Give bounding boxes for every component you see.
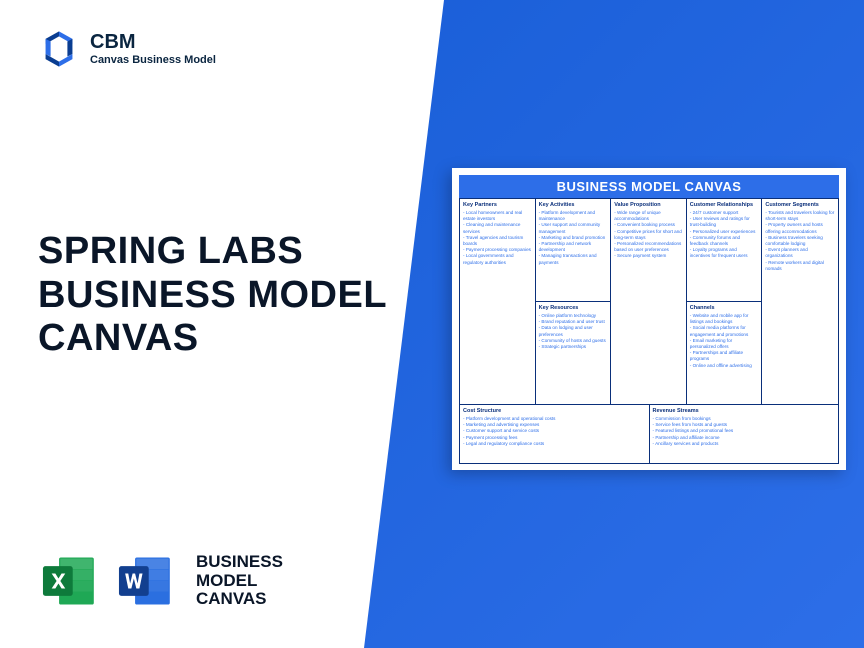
body-value-proposition: Wide range of unique accommodationsConve… <box>614 210 683 260</box>
label-cost-structure: Cost Structure <box>463 408 646 414</box>
cbm-logo-icon <box>38 28 80 70</box>
cell-channels: Channels Website and mobile app for list… <box>687 302 762 404</box>
body-customer-relationships: 24/7 customer supportUser reviews and ra… <box>690 210 759 260</box>
label-key-resources: Key Resources <box>539 305 608 311</box>
body-cost-structure: Platform development and operational cos… <box>463 416 646 447</box>
body-key-activities: Platform development and maintenanceUser… <box>539 210 608 266</box>
cell-customer-relationships: Customer Relationships 24/7 customer sup… <box>687 199 762 302</box>
label-key-partners: Key Partners <box>463 202 532 208</box>
word-icon <box>114 550 176 612</box>
title-line-2: BUSINESS MODEL <box>38 274 387 316</box>
cell-value-proposition: Value Proposition Wide range of unique a… <box>611 199 686 404</box>
cell-customer-segments: Customer Segments Tourists and travelers… <box>762 199 838 404</box>
label-customer-relationships: Customer Relationships <box>690 202 759 208</box>
brand-text: CBM Canvas Business Model <box>90 32 216 66</box>
footer-label: BUSINESS MODEL CANVAS <box>196 553 283 609</box>
cell-revenue-streams: Revenue Streams Commission from bookings… <box>650 405 839 463</box>
bmc-grid: Key Partners Local homeowners and real e… <box>459 198 839 464</box>
excel-icon <box>38 550 100 612</box>
body-customer-segments: Tourists and travelers looking for short… <box>765 210 835 272</box>
col-value-proposition: Value Proposition Wide range of unique a… <box>611 199 687 404</box>
cell-cost-structure: Cost Structure Platform development and … <box>460 405 650 463</box>
bmc-bottom-row: Cost Structure Platform development and … <box>460 405 838 463</box>
cell-key-resources: Key Resources Online platform technology… <box>536 302 611 404</box>
brand-name: Canvas Business Model <box>90 54 216 66</box>
bmc-canvas: BUSINESS MODEL CANVAS Key Partners Local… <box>452 168 846 470</box>
footer-apps: BUSINESS MODEL CANVAS <box>38 550 283 612</box>
body-key-resources: Online platform technologyBrand reputati… <box>539 313 608 350</box>
footer-line-2: MODEL <box>196 571 257 590</box>
body-key-partners: Local homeowners and real estate investo… <box>463 210 532 266</box>
col-customer-segments: Customer Segments Tourists and travelers… <box>762 199 838 404</box>
bmc-top-row: Key Partners Local homeowners and real e… <box>460 199 838 405</box>
cell-key-partners: Key Partners Local homeowners and real e… <box>460 199 535 404</box>
label-key-activities: Key Activities <box>539 202 608 208</box>
title-line-3: CANVAS <box>38 317 199 359</box>
label-revenue-streams: Revenue Streams <box>653 408 836 414</box>
label-value-proposition: Value Proposition <box>614 202 683 208</box>
brand-header: CBM Canvas Business Model <box>38 28 216 70</box>
title-line-1: SPRING LABS <box>38 230 303 272</box>
body-channels: Website and mobile app for listings and … <box>690 313 759 369</box>
page-title: SPRING LABS BUSINESS MODEL CANVAS <box>38 230 387 361</box>
col-relationships-channels: Customer Relationships 24/7 customer sup… <box>687 199 763 404</box>
bmc-title: BUSINESS MODEL CANVAS <box>459 175 839 198</box>
brand-abbr: CBM <box>90 32 216 52</box>
cell-key-activities: Key Activities Platform development and … <box>536 199 611 302</box>
label-channels: Channels <box>690 305 759 311</box>
col-key-partners: Key Partners Local homeowners and real e… <box>460 199 536 404</box>
footer-line-3: CANVAS <box>196 589 267 608</box>
col-key-activities-resources: Key Activities Platform development and … <box>536 199 612 404</box>
footer-line-1: BUSINESS <box>196 552 283 571</box>
label-customer-segments: Customer Segments <box>765 202 835 208</box>
body-revenue-streams: Commission from bookingsService fees fro… <box>653 416 836 447</box>
